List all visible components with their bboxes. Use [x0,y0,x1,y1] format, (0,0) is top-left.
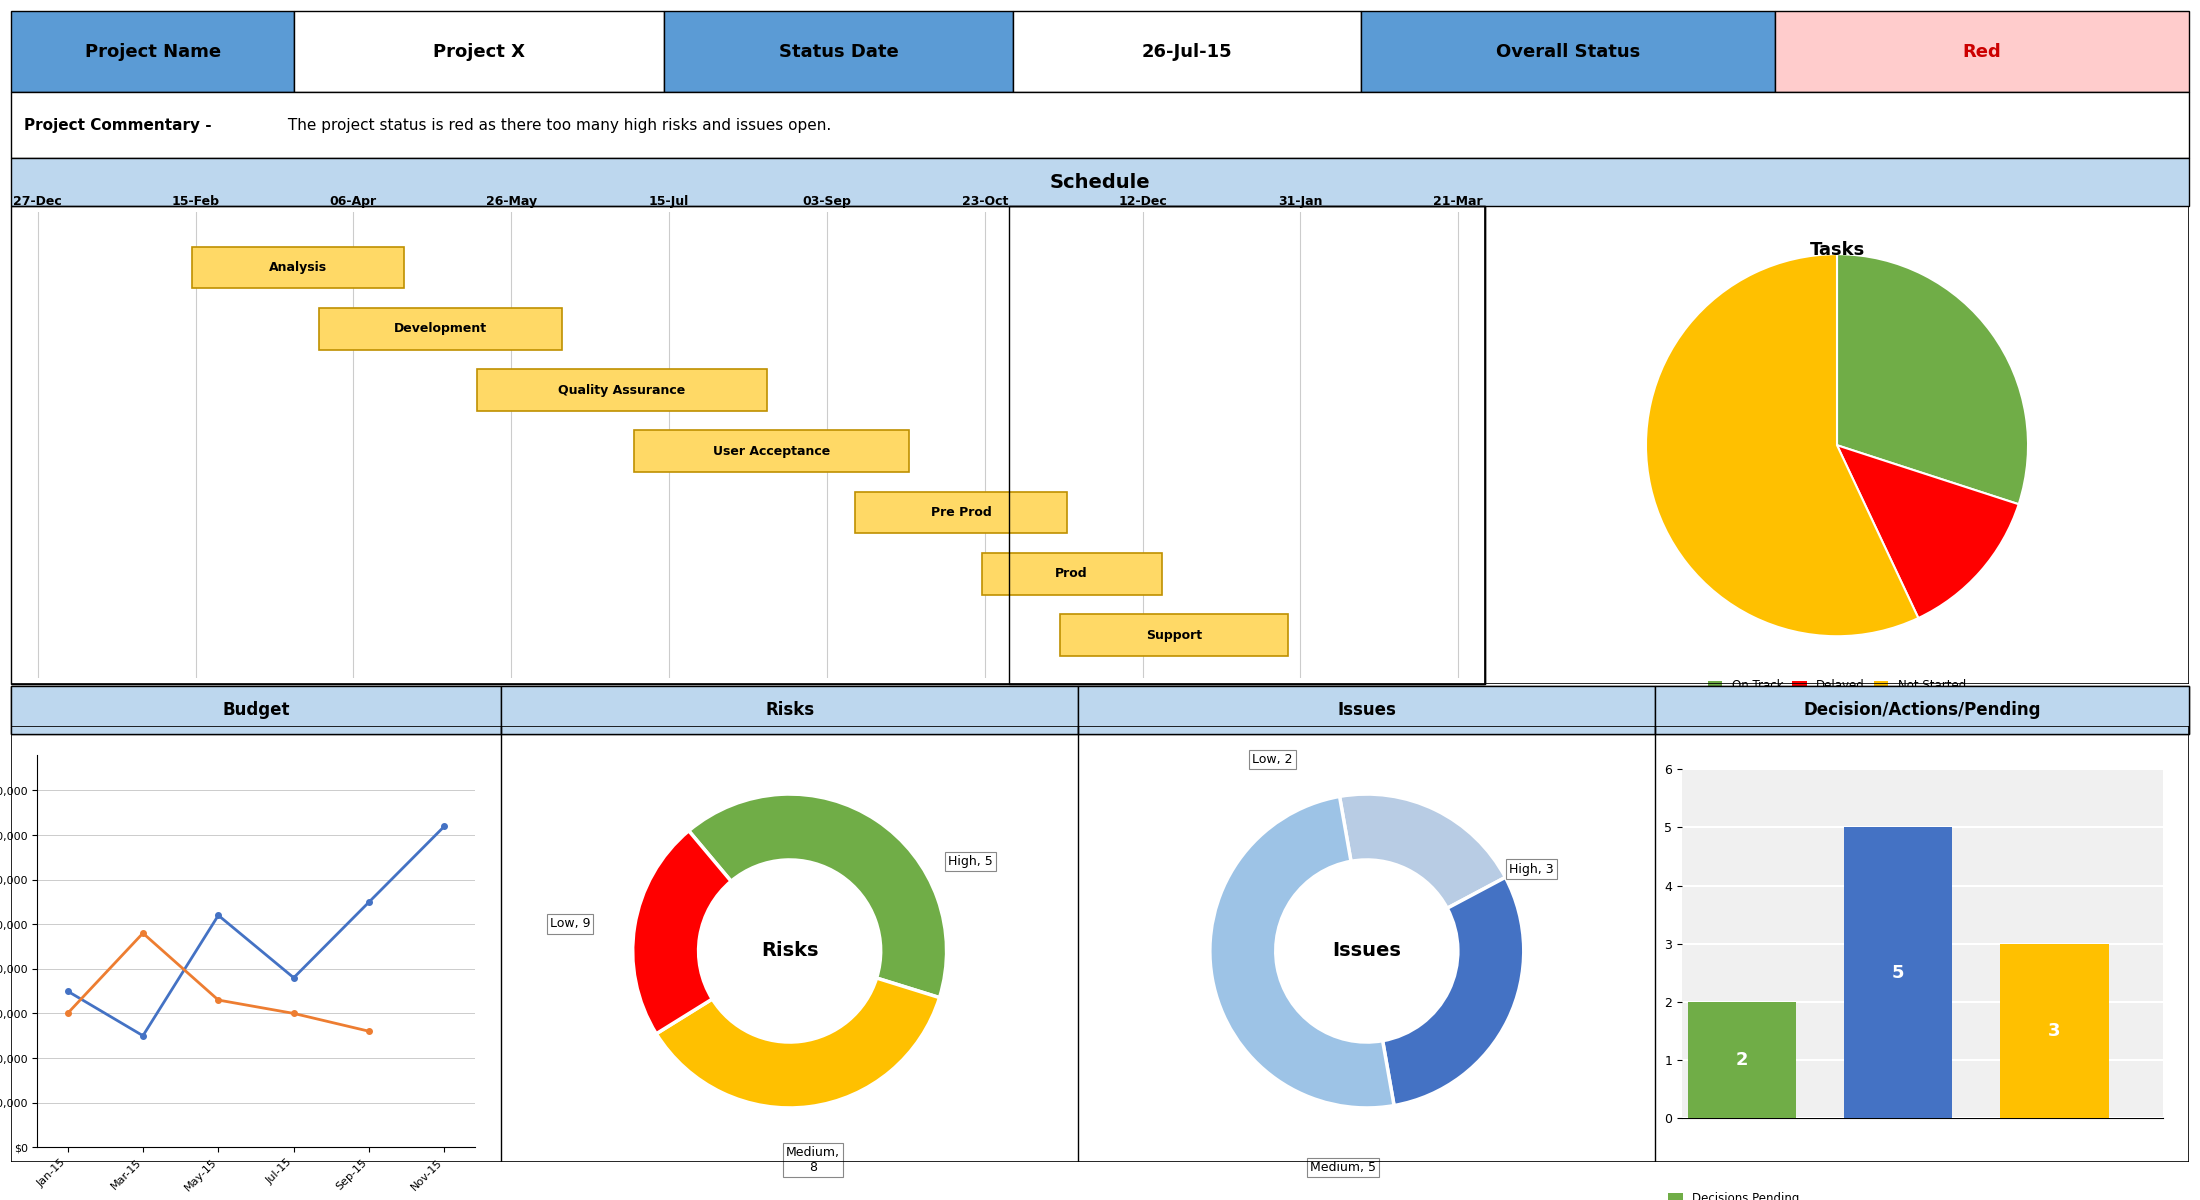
Line: Planned: Planned [64,823,447,1038]
Line: Actual: Actual [64,930,372,1034]
FancyBboxPatch shape [11,158,2189,206]
FancyBboxPatch shape [11,686,502,734]
Planned [356,895,383,910]
Wedge shape [1210,797,1395,1108]
Text: Overall Status: Overall Status [1496,42,1641,60]
Text: 26-Jul-15: 26-Jul-15 [1142,42,1232,60]
Text: Medium,
8: Medium, 8 [785,1146,840,1174]
Text: Project Name: Project Name [84,42,220,60]
FancyBboxPatch shape [1775,11,2189,92]
Text: Risks: Risks [761,942,818,960]
Text: Analysis: Analysis [268,262,328,274]
Bar [1687,1002,1795,1118]
Legend: Decisions Pending, Actions Pending, Change Requests Pending: Decisions Pending, Actions Pending, Chan… [1663,1187,1850,1200]
Wedge shape [634,830,730,1033]
Text: Quality Assurance: Quality Assurance [559,384,686,396]
Text: Low, 9: Low, 9 [550,918,590,930]
Planned [205,908,231,923]
Text: Project Commentary -: Project Commentary - [24,118,211,133]
Actual [130,926,156,941]
Title: Tasks: Tasks [1808,241,1866,259]
Text: 2: 2 [1736,1051,1749,1069]
Text: The project status is red as there too many high risks and issues open.: The project status is red as there too m… [284,118,832,133]
FancyBboxPatch shape [295,11,664,92]
Text: 3: 3 [2048,1022,2061,1040]
Text: Project X: Project X [433,42,526,60]
Text: High, 5: High, 5 [948,854,992,868]
FancyBboxPatch shape [191,247,405,288]
Wedge shape [1837,445,2020,618]
Text: Status Date: Status Date [779,42,898,60]
Text: User Acceptance: User Acceptance [713,445,829,458]
FancyBboxPatch shape [1078,686,1654,734]
Legend: On Track, Delayed, Not Started: On Track, Delayed, Not Started [1703,674,1971,697]
FancyBboxPatch shape [1654,686,2189,734]
FancyBboxPatch shape [1362,11,1775,92]
Text: Support: Support [1146,629,1201,642]
Text: Issues: Issues [1338,701,1397,719]
Text: Medium, 5: Medium, 5 [1311,1160,1377,1174]
Bar [2000,943,2108,1118]
Wedge shape [1382,877,1525,1105]
FancyBboxPatch shape [11,11,295,92]
Text: High, 3: High, 3 [1509,863,1553,876]
FancyBboxPatch shape [981,553,1162,595]
Wedge shape [689,794,946,997]
Planned [282,971,308,985]
Actual [55,1007,81,1021]
Text: Decision/Actions/Pending: Decision/Actions/Pending [1804,701,2042,719]
Bar [1844,828,1951,1118]
FancyBboxPatch shape [319,308,561,349]
Text: Prod: Prod [1056,568,1087,581]
Text: Budget: Budget [222,701,290,719]
FancyBboxPatch shape [502,686,1078,734]
Actual [282,1007,308,1021]
Wedge shape [656,978,939,1108]
Planned [130,1028,156,1043]
FancyBboxPatch shape [11,686,2189,734]
FancyBboxPatch shape [856,492,1067,534]
FancyBboxPatch shape [477,370,768,410]
Planned [431,818,458,833]
FancyBboxPatch shape [634,431,909,472]
Text: 5: 5 [1892,964,1905,982]
Wedge shape [1837,254,2028,504]
Text: Issues: Issues [1333,942,1401,960]
FancyBboxPatch shape [11,92,2189,158]
FancyBboxPatch shape [1060,614,1287,656]
Wedge shape [1340,794,1505,908]
Actual [356,1024,383,1038]
FancyBboxPatch shape [1012,11,1362,92]
Wedge shape [1646,254,1918,636]
Text: Schedule: Schedule [1049,173,1151,192]
Text: Red: Red [1962,42,2002,60]
Text: Low, 2: Low, 2 [1252,752,1294,766]
Text: Risks: Risks [766,701,814,719]
Planned [55,984,81,998]
FancyBboxPatch shape [664,11,1012,92]
Text: Development: Development [394,323,486,335]
Text: Pre Prod: Pre Prod [931,506,992,520]
Actual [205,992,231,1007]
